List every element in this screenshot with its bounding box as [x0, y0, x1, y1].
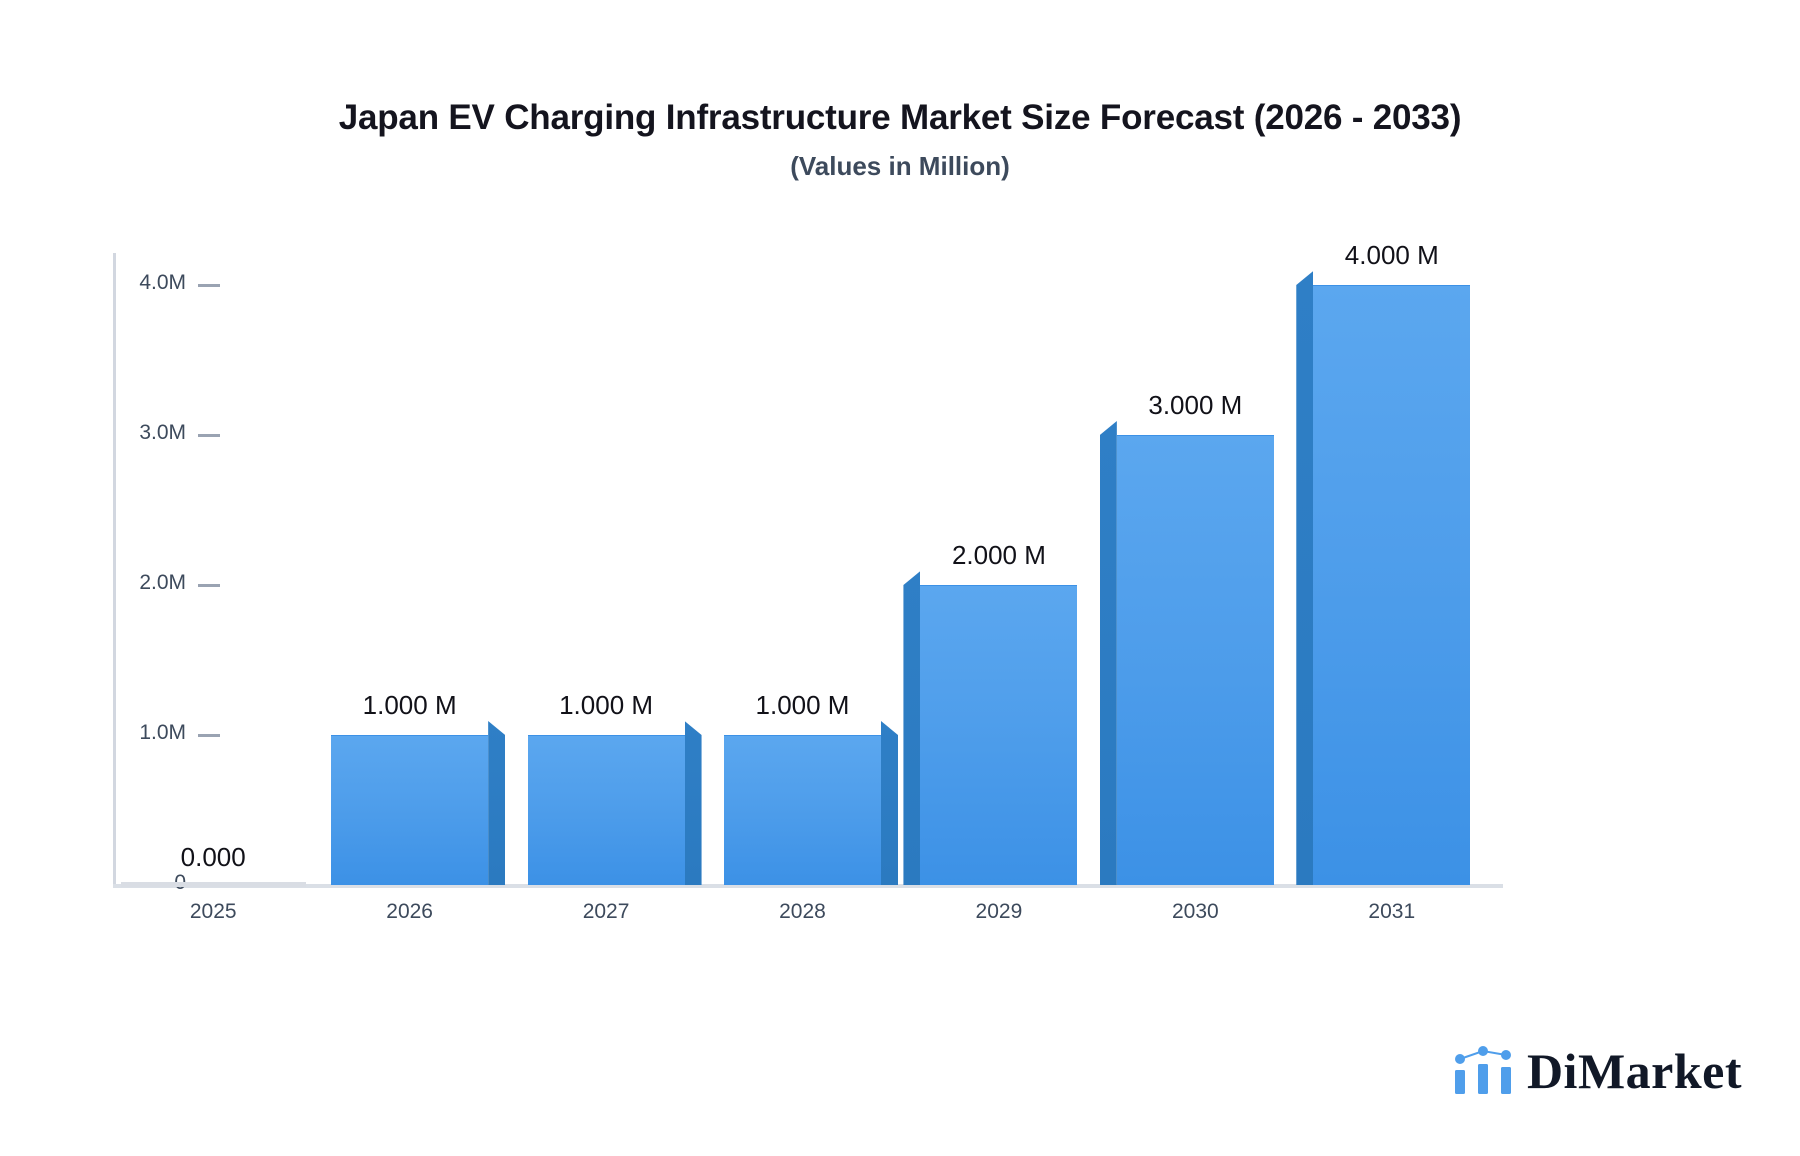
x-axis-label-2027: 2027	[582, 900, 630, 923]
bar-zero-baseline	[120, 882, 306, 887]
bar-value-label: 0.000	[180, 842, 246, 872]
bar-side-right	[488, 721, 506, 885]
chart-subtitle: (Values in Million)	[790, 151, 1010, 181]
bar-face[interactable]	[1313, 285, 1471, 885]
bar-face[interactable]	[527, 735, 685, 885]
bar-side-left	[903, 571, 921, 885]
x-axis-label-2029: 2029	[975, 900, 1023, 923]
y-axis-line	[113, 253, 116, 887]
bar-face[interactable]	[331, 735, 489, 885]
bar-side-left	[1099, 421, 1117, 885]
bar-group[interactable]: 2.000 M	[903, 255, 1078, 885]
bar-series: 0.000 1.000 M 1.000 M 1.000 M 2.000 M 3.000 M…	[115, 240, 1490, 887]
bar-group[interactable]: 0.000	[120, 255, 306, 887]
bar-group[interactable]: 1.000 M	[527, 255, 702, 885]
bar-2026[interactable]: 1.000 M	[331, 690, 506, 885]
bar-2029[interactable]: 2.000 M	[903, 540, 1078, 885]
bar-side-right	[684, 721, 702, 885]
bar-group[interactable]: 4.000 M	[1296, 240, 1471, 885]
x-axis-line	[113, 884, 1503, 888]
bar-face[interactable]	[724, 735, 881, 885]
y-axis-tick-mark	[198, 434, 220, 437]
y-axis-tick-mark	[198, 284, 220, 287]
bar-2027[interactable]: 1.000 M	[527, 690, 702, 885]
chart-title: Japan EV Charging Infrastructure Market …	[338, 98, 1462, 137]
chart-header: Japan EV Charging Infrastructure Market …	[0, 96, 1800, 183]
x-axis-label-2031: 2031	[1368, 900, 1416, 923]
x-axis-label-2030: 2030	[1171, 900, 1219, 923]
bar-2025[interactable]: 0.000	[120, 842, 306, 887]
y-axis-tick-label: 4.0M	[139, 271, 186, 294]
y-axis-tick-mark	[198, 584, 220, 587]
bar-group[interactable]: 1.000 M	[331, 255, 506, 885]
bar-face[interactable]	[920, 585, 1078, 885]
bar-group[interactable]: 3.000 M	[1099, 255, 1274, 885]
bar-2030[interactable]: 3.000 M	[1099, 390, 1274, 885]
bar-face[interactable]	[1116, 435, 1274, 885]
bar-side-left	[1296, 271, 1314, 885]
x-axis-label-2026: 2026	[386, 900, 433, 923]
bar-group[interactable]: 1.000 M	[724, 255, 898, 885]
bar-value-label: 1.000 M	[755, 690, 850, 720]
logo-text: DiMarket	[1526, 1043, 1742, 1099]
bar-value-label: 4.000 M	[1344, 240, 1439, 270]
x-axis-label-2028: 2028	[779, 900, 826, 923]
bar-2031[interactable]: 4.000 M	[1296, 240, 1471, 885]
y-axis-tick-label: 3.0M	[139, 421, 186, 444]
y-axis-tick-label: 2.0M	[139, 571, 186, 594]
logo-bars-icon	[1454, 1046, 1511, 1094]
dimarket-logo: DiMarket	[1453, 1046, 1742, 1096]
x-axis-labels: 2025 2026 2027 2028 2029 2030 2031	[115, 900, 1490, 936]
bar-2028[interactable]: 1.000 M	[724, 690, 898, 885]
y-axis-tick-mark	[198, 734, 220, 737]
x-axis-label-2025: 2025	[189, 900, 237, 923]
y-axis-tick-label: 1.0M	[139, 721, 186, 744]
bar-side-right	[881, 721, 898, 885]
bar-value-label: 2.000 M	[951, 540, 1046, 570]
bar-value-label: 3.000 M	[1148, 390, 1243, 420]
bar-value-label: 1.000 M	[559, 690, 654, 720]
bar-value-label: 1.000 M	[362, 690, 457, 720]
